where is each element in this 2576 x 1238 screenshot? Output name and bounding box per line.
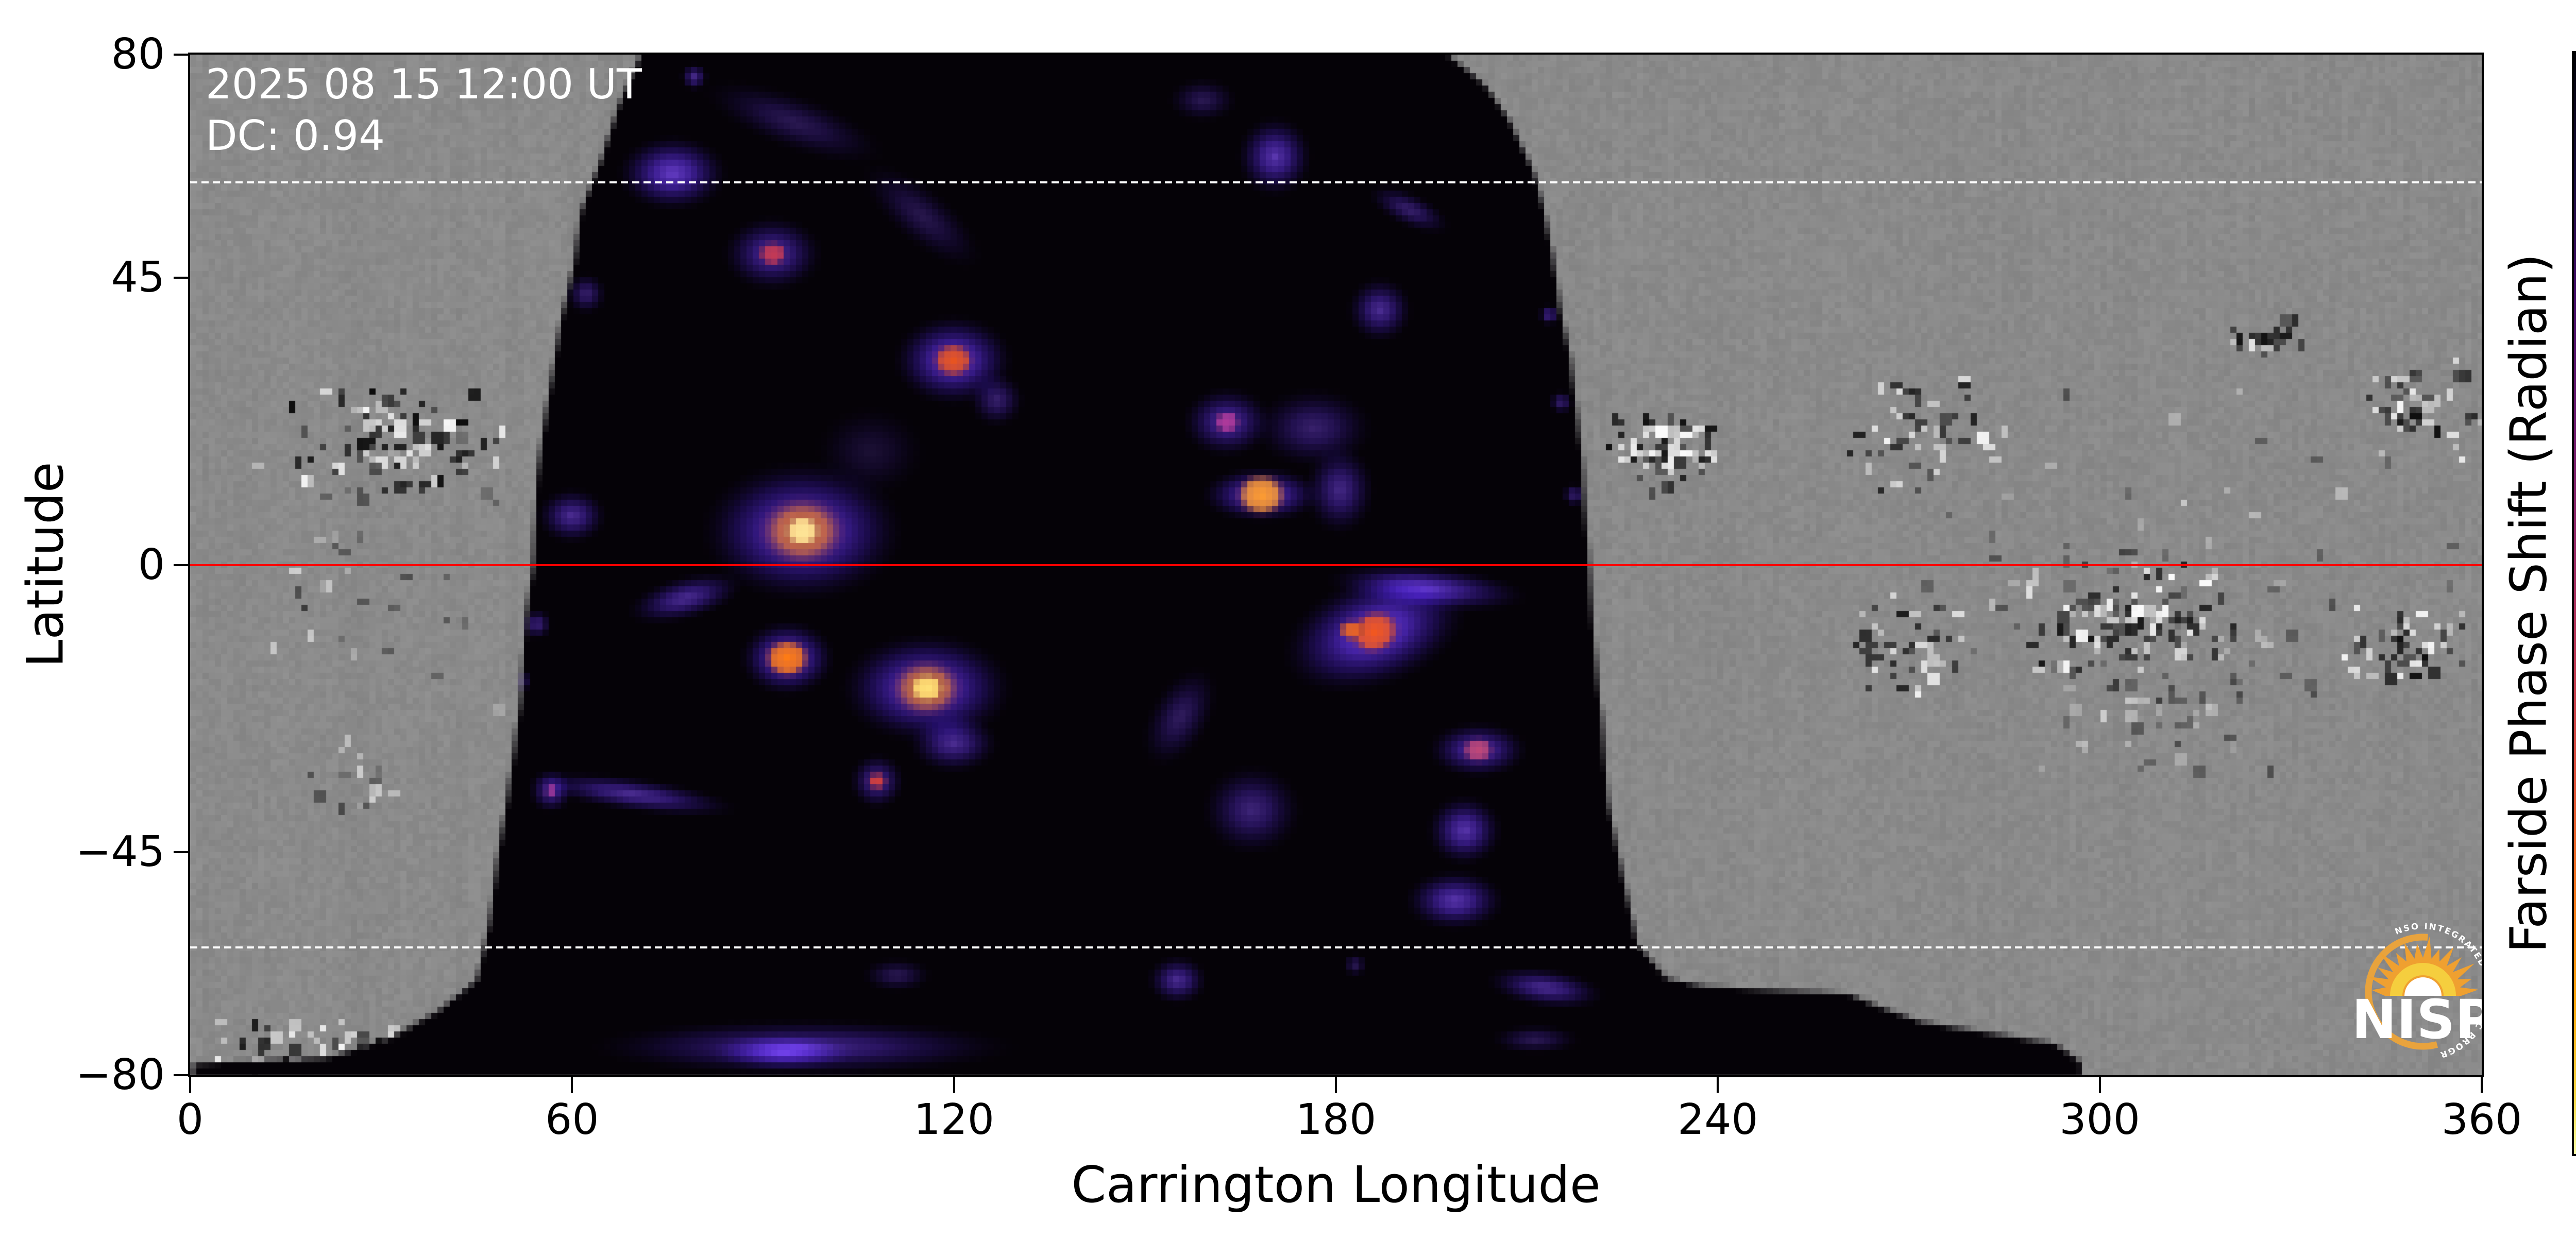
logo-sun-dome-icon	[2404, 977, 2442, 996]
north-limit-dashed-line	[190, 181, 2482, 183]
y-tick-label: 80	[111, 30, 165, 79]
equator-line	[190, 564, 2482, 566]
x-tick-label: 120	[913, 1095, 994, 1144]
x-axis-label: Carrington Longitude	[1071, 1156, 1601, 1214]
y-tick-mark	[174, 277, 189, 279]
x-tick-label: 300	[2059, 1095, 2140, 1144]
y-tick-mark	[174, 1074, 189, 1076]
x-tick-label: 240	[1677, 1095, 1758, 1144]
logo-ring-arc	[2365, 934, 2438, 1050]
x-tick-mark	[2481, 1077, 2483, 1093]
x-tick-label: 360	[2441, 1095, 2522, 1144]
y-tick-label: 45	[111, 253, 165, 302]
x-tick-label: 180	[1295, 1095, 1377, 1144]
y-tick-mark	[174, 564, 189, 566]
map-annotation: 2025 08 15 12:00 UT DC: 0.94	[206, 59, 642, 162]
annotation-dc: DC: 0.94	[206, 112, 385, 160]
annotation-datetime: 2025 08 15 12:00 UT	[206, 60, 642, 108]
x-tick-label: 0	[176, 1095, 204, 1144]
x-tick-mark	[1717, 1077, 1719, 1093]
x-tick-mark	[1335, 1077, 1337, 1093]
x-tick-mark	[189, 1077, 191, 1093]
y-tick-label: −45	[75, 827, 165, 876]
x-tick-mark	[571, 1077, 573, 1093]
y-axis-label: Latitude	[16, 462, 75, 668]
nisp-logo: NSO INTEGRATED SYNOPTIC PROGRAM NISP	[2352, 921, 2484, 1060]
y-tick-mark	[174, 54, 189, 56]
y-tick-label: −80	[75, 1050, 165, 1099]
x-tick-label: 60	[545, 1095, 599, 1144]
y-tick-label: 0	[138, 540, 165, 589]
x-tick-mark	[2098, 1077, 2101, 1093]
south-limit-dashed-line	[190, 946, 2482, 949]
logo-sun-arch-icon	[2390, 963, 2456, 996]
y-tick-mark	[174, 851, 189, 853]
phase-colorbar	[2572, 51, 2576, 1156]
x-tick-mark	[953, 1077, 955, 1093]
map-plot-area: 2025 08 15 12:00 UT DC: 0.94 NSO INTEGRA…	[188, 53, 2484, 1077]
phase-colorbar-label: Farside Phase Shift (Radian)	[2499, 253, 2558, 953]
logo-acronym: NISP	[2352, 988, 2484, 1051]
